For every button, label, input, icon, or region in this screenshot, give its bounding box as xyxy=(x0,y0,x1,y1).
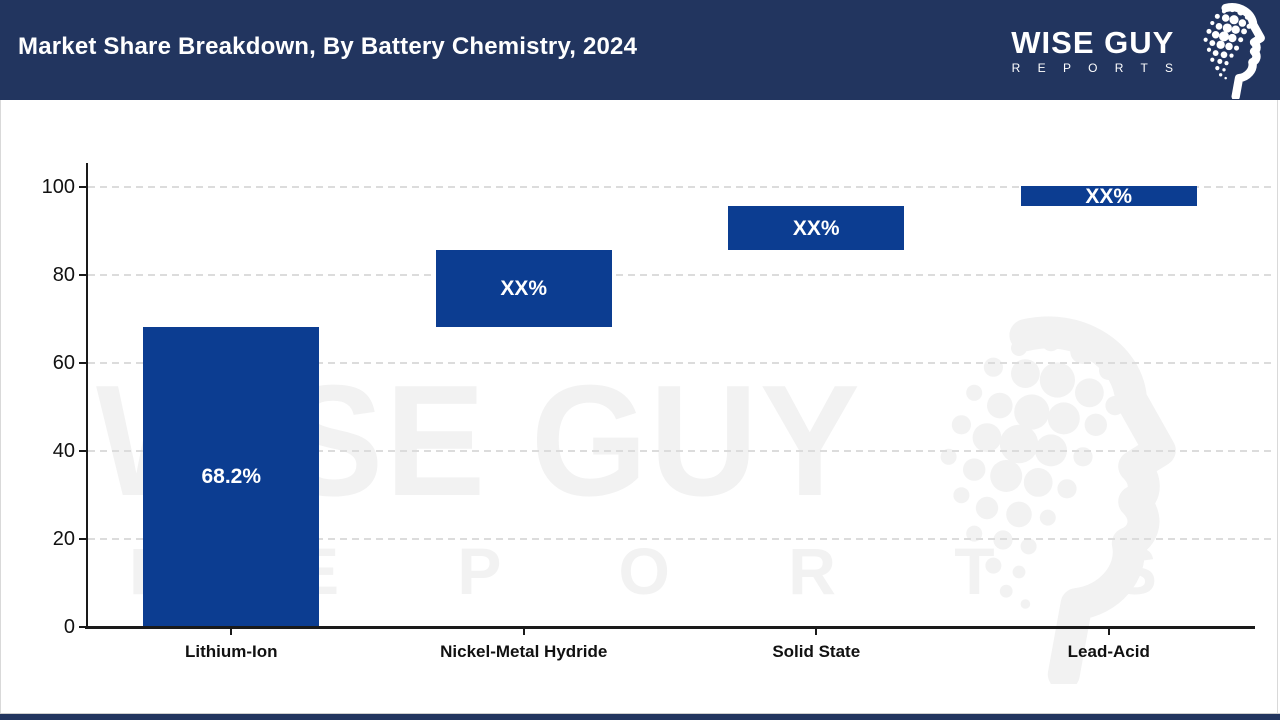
x-axis-line xyxy=(85,626,1255,629)
category-label: Solid State xyxy=(772,642,861,661)
x-tick-mark xyxy=(230,627,233,635)
x-tick-mark xyxy=(815,627,818,635)
gridline xyxy=(88,186,1272,188)
bar-value-label: 68.2% xyxy=(201,465,262,489)
bar-segment: XX% xyxy=(435,249,612,327)
chart-title: Market Share Breakdown, By Battery Chemi… xyxy=(18,33,638,60)
x-tick-mark xyxy=(1107,627,1110,635)
y-tick-label: 20 xyxy=(52,528,75,550)
gridline xyxy=(88,274,1272,276)
y-tick-mark xyxy=(79,538,87,540)
bar-segment: XX% xyxy=(728,206,905,250)
y-tick-label: 40 xyxy=(52,440,75,462)
category-label: Nickel-Metal Hydride xyxy=(440,642,608,661)
logo-text: WISE GUY R E P O R T S xyxy=(1006,27,1180,74)
y-tick-label: 0 xyxy=(63,616,75,638)
footer-bar xyxy=(0,713,1280,720)
bar-value-label: XX% xyxy=(1085,184,1133,208)
y-tick-mark xyxy=(79,450,87,452)
gridline xyxy=(88,362,1272,364)
gridline xyxy=(88,450,1272,452)
header-bar: Market Share Breakdown, By Battery Chemi… xyxy=(0,0,1280,100)
y-tick-mark xyxy=(79,362,87,364)
bar-segment: 68.2% xyxy=(143,326,320,627)
bar-segment: XX% xyxy=(1020,184,1197,208)
x-tick-mark xyxy=(522,627,525,635)
y-tick-mark xyxy=(79,274,87,276)
category-label: Lead-Acid xyxy=(1067,642,1150,661)
logo-wordmark: WISE GUY xyxy=(1011,24,1175,60)
bar-value-label: XX% xyxy=(792,216,840,240)
category-label: Lithium-Ion xyxy=(184,642,278,661)
gridline xyxy=(88,538,1272,540)
logo-reports-label: R E P O R T S xyxy=(1011,60,1180,75)
y-tick-mark xyxy=(79,186,87,188)
y-tick-mark xyxy=(79,626,87,628)
y-axis-line xyxy=(86,163,88,629)
head-profile-icon xyxy=(1182,3,1266,99)
y-tick-label: 80 xyxy=(52,264,75,286)
y-tick-label: 100 xyxy=(41,176,75,198)
bar-value-label: XX% xyxy=(500,276,548,300)
y-tick-label: 60 xyxy=(52,352,75,374)
wise-guy-reports-logo: WISE GUY R E P O R T S xyxy=(1006,1,1266,99)
